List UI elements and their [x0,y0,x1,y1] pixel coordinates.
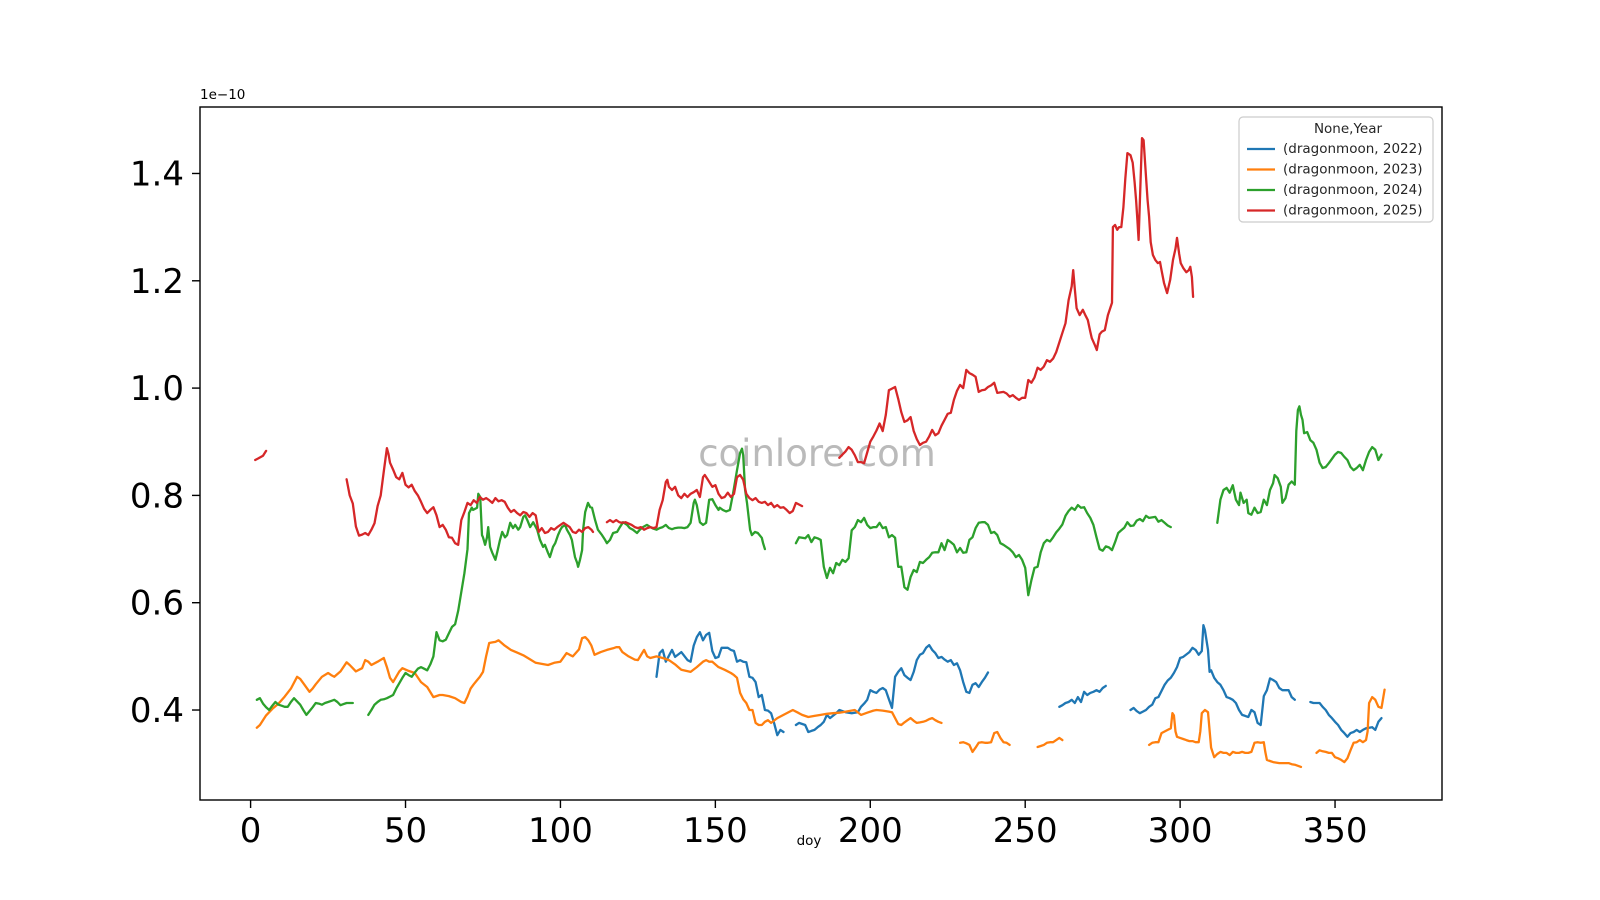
series-line-dragonmoon2022 [655,631,785,737]
series-line-dragonmoon2022 [1129,624,1296,727]
series-line-dragonmoon2025 [605,473,804,531]
x-tick-label: 0 [240,811,262,851]
x-tick-label: 300 [1148,811,1213,851]
x-axis-label: doy [797,833,822,849]
legend-entry-label: (dragonmoon, 2023) [1283,162,1422,178]
legend: None,Year (dragonmoon, 2022) (dragonmoon, … [1238,116,1434,223]
x-tick-label: 200 [838,811,903,851]
series-line-dragonmoon2024 [367,447,767,717]
series-line-dragonmoon2024 [794,503,1172,597]
legend-entry-label: (dragonmoon, 2022) [1283,141,1422,157]
y-tick-label: 0.8 [130,476,184,516]
series-line-dragonmoon2025 [254,449,268,462]
y-tick-label: 1.0 [130,369,184,409]
y-tick-label: 1.4 [130,154,184,194]
series-line-dragonmoon2023 [958,730,1011,754]
series-layer [254,136,1386,769]
y-tick-label: 1.2 [130,262,184,302]
y-tick-label: 0.4 [130,691,184,731]
series-line-dragonmoon2024 [1216,405,1383,524]
x-tick-label: 100 [528,811,593,851]
ticks-layer: 0 50 100 150 200 250 300 350 0.4 0.6 0.8 1.0 1.2 1.4 [130,154,1368,851]
watermark-text: coinlore.com [698,432,936,475]
series-line-dragonmoon2025 [838,136,1195,465]
x-tick-label: 350 [1303,811,1368,851]
legend-box [1238,116,1434,223]
series-line-dragonmoon2022 [1058,684,1107,708]
series-line-dragonmoon2024 [255,697,354,717]
legend-entry-label: (dragonmoon, 2024) [1283,182,1422,198]
series-line-dragonmoon2023 [1036,736,1064,749]
series-line-dragonmoon2023 [1315,688,1386,764]
legend-entry-label: (dragonmoon, 2025) [1283,203,1422,219]
series-line-dragonmoon2023 [1147,708,1303,769]
series-line-dragonmoon2023 [255,635,943,729]
legend-title: None,Year [1314,121,1383,137]
y-axis-offset-label: 1e−10 [200,87,245,103]
series-line-dragonmoon2022 [1309,700,1383,738]
axes-frame [199,106,1443,801]
x-tick-label: 150 [683,811,748,851]
series-line-dragonmoon2025 [345,447,595,546]
y-tick-label: 0.6 [130,584,184,624]
x-tick-label: 250 [993,811,1058,851]
x-tick-label: 50 [384,811,427,851]
series-line-dragonmoon2022 [794,643,990,734]
